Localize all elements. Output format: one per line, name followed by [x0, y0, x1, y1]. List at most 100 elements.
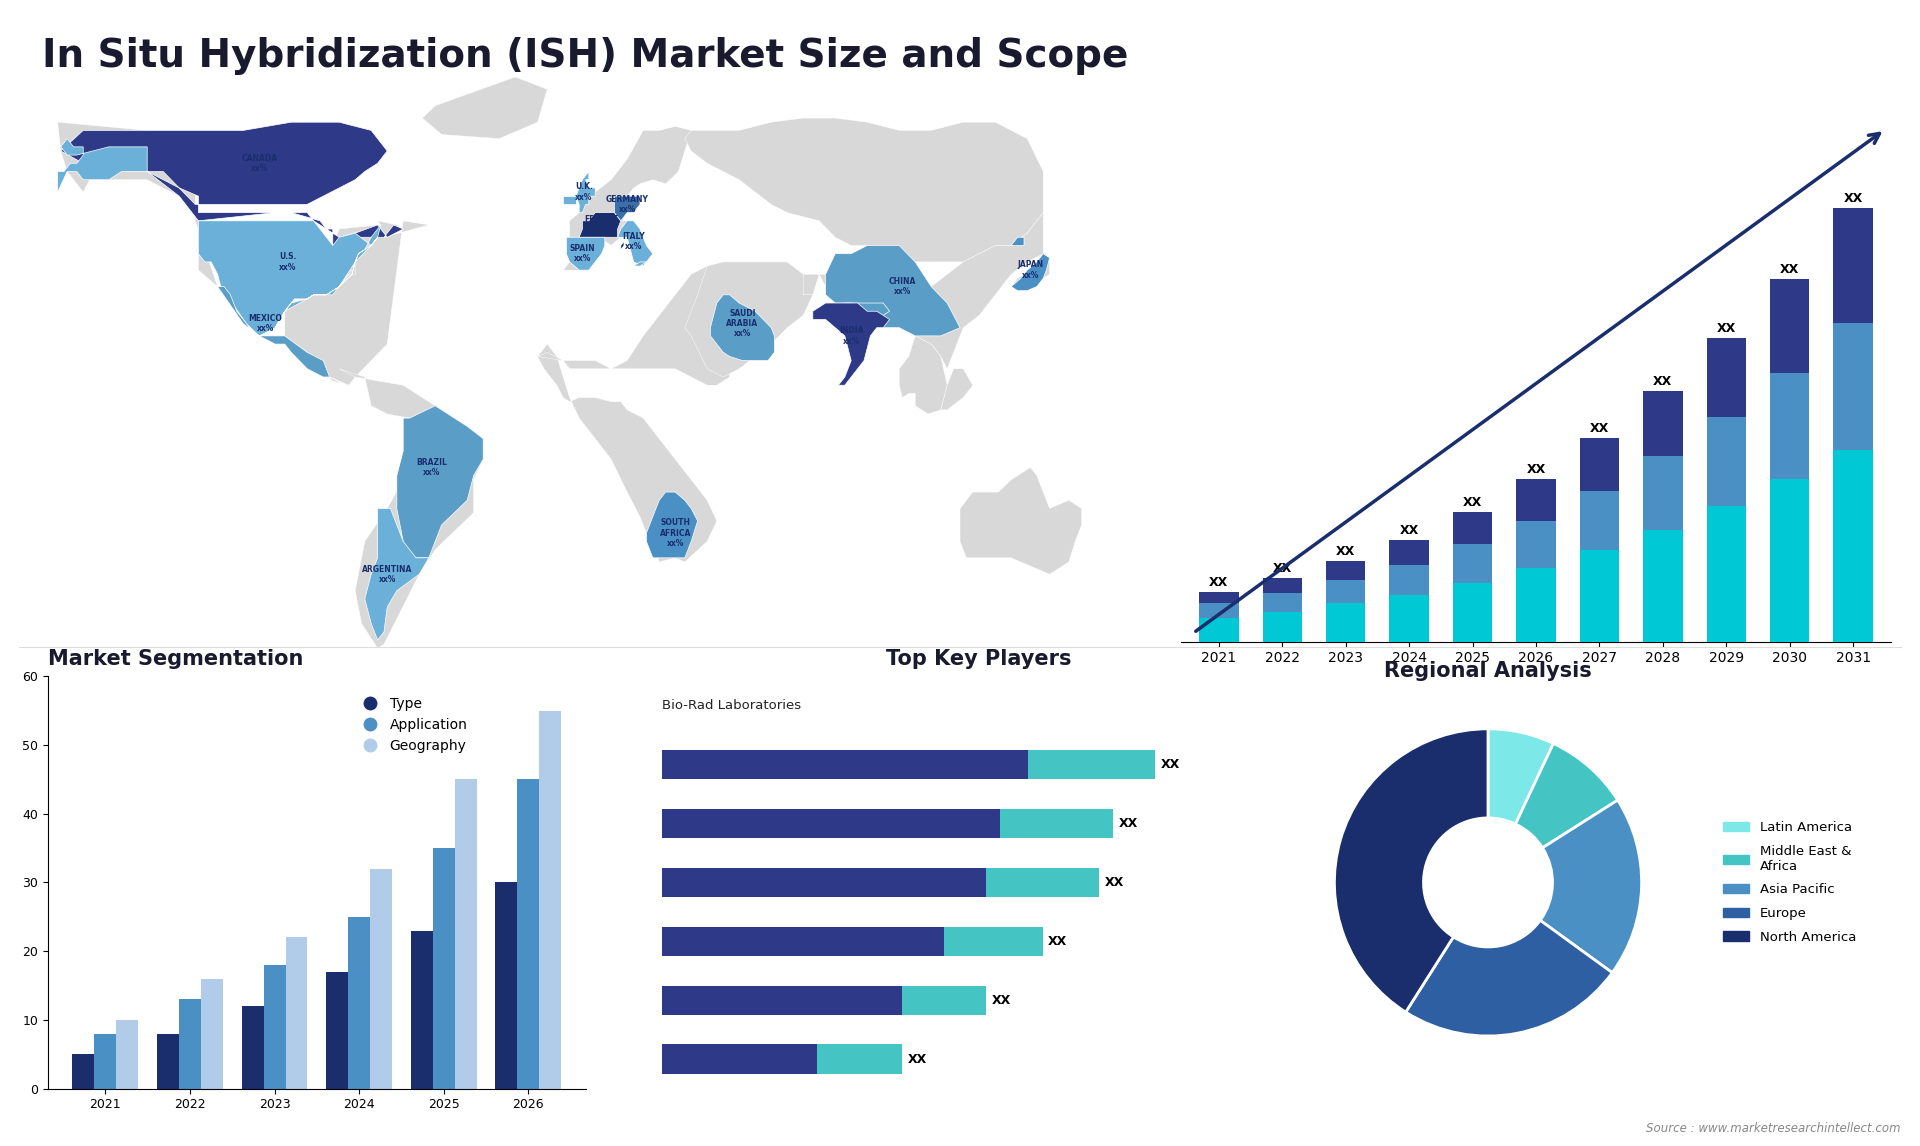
Polygon shape [538, 344, 716, 562]
Bar [1517, 479, 1555, 520]
Bar [1580, 438, 1619, 492]
Bar [516, 779, 540, 1089]
Polygon shape [365, 509, 428, 639]
Bar [1770, 374, 1809, 479]
Text: ITALY
xx%: ITALY xx% [622, 231, 645, 251]
Text: SAUDI
ARABIA
xx%: SAUDI ARABIA xx% [726, 308, 758, 338]
Text: XX: XX [1336, 544, 1356, 558]
Text: Leica BiosystemsNussloch: Leica BiosystemsNussloch [662, 994, 837, 1007]
Polygon shape [576, 172, 595, 213]
Bar [540, 711, 561, 1089]
Text: CANADA
xx%: CANADA xx% [242, 154, 276, 173]
Text: U.K.
xx%: U.K. xx% [576, 182, 593, 202]
Bar [1707, 338, 1745, 417]
Polygon shape [58, 139, 148, 193]
Bar [411, 931, 432, 1089]
Text: CHINA
xx%: CHINA xx% [889, 277, 916, 297]
Polygon shape [618, 221, 653, 266]
Text: SPAIN
xx%: SPAIN xx% [570, 244, 595, 264]
Wedge shape [1405, 920, 1613, 1036]
Bar [1644, 456, 1682, 529]
Text: XX: XX [1104, 876, 1123, 889]
Polygon shape [198, 221, 380, 336]
Bar [1200, 604, 1238, 618]
Bar [432, 848, 455, 1089]
Text: XX: XX [1843, 191, 1862, 205]
Polygon shape [61, 123, 403, 245]
Text: XX: XX [1716, 322, 1736, 335]
Text: Merck KGaA: Merck KGaA [662, 817, 743, 830]
Legend: Type, Application, Geography: Type, Application, Geography [351, 691, 472, 759]
Polygon shape [340, 369, 484, 649]
Bar [818, 1044, 902, 1074]
Bar [662, 868, 987, 897]
Bar [1200, 618, 1238, 642]
Text: Bio-Rad Laboratories: Bio-Rad Laboratories [662, 699, 801, 712]
Text: XX: XX [1119, 817, 1139, 830]
Bar [1580, 550, 1619, 642]
Polygon shape [566, 237, 605, 270]
Text: XX: XX [1780, 262, 1799, 275]
Text: XX: XX [1590, 422, 1609, 435]
Polygon shape [710, 295, 774, 361]
Bar [1644, 529, 1682, 642]
Polygon shape [1012, 237, 1023, 245]
Bar [117, 1020, 138, 1089]
Polygon shape [685, 262, 812, 377]
Bar [662, 927, 945, 956]
Bar [902, 986, 987, 1015]
Text: INDIA
xx%: INDIA xx% [839, 327, 864, 346]
Text: JAPAN
xx%: JAPAN xx% [1018, 260, 1043, 280]
Bar [73, 1054, 94, 1089]
Bar [242, 1006, 263, 1089]
Bar [179, 999, 202, 1089]
Wedge shape [1540, 800, 1642, 973]
Bar [157, 1034, 179, 1089]
Bar [1834, 207, 1872, 323]
Bar [662, 986, 902, 1015]
Polygon shape [899, 336, 947, 414]
Bar [662, 749, 1029, 779]
Wedge shape [1515, 744, 1619, 848]
Polygon shape [1012, 253, 1050, 291]
Text: XX: XX [1400, 524, 1419, 537]
Bar [326, 972, 348, 1089]
Bar [1200, 591, 1238, 604]
Text: XX: XX [1463, 496, 1482, 509]
Text: MEXICO
xx%: MEXICO xx% [250, 314, 282, 333]
Text: BRAZIL
xx%: BRAZIL xx% [417, 457, 447, 477]
Bar [1263, 579, 1302, 592]
Bar [1834, 323, 1872, 450]
Polygon shape [812, 303, 889, 385]
Text: XX: XX [1162, 758, 1181, 771]
Text: XX: XX [1526, 463, 1546, 477]
Bar [348, 917, 371, 1089]
Text: Market Segmentation: Market Segmentation [48, 649, 303, 669]
Text: Thermo Fisher: Thermo Fisher [662, 1053, 756, 1066]
Polygon shape [58, 123, 428, 385]
Text: XX: XX [1653, 375, 1672, 387]
Bar [202, 979, 223, 1089]
Polygon shape [960, 468, 1081, 574]
Polygon shape [563, 196, 576, 204]
Bar [1327, 560, 1365, 580]
Bar [263, 965, 286, 1089]
Polygon shape [397, 406, 484, 558]
Bar [1770, 278, 1809, 374]
Bar [455, 779, 476, 1089]
Bar [1263, 612, 1302, 642]
Bar [1644, 391, 1682, 456]
Title: Regional Analysis: Regional Analysis [1384, 660, 1592, 681]
Bar [1000, 809, 1114, 838]
Polygon shape [422, 77, 547, 139]
Text: XX: XX [1210, 575, 1229, 589]
Polygon shape [941, 369, 973, 410]
Polygon shape [634, 262, 647, 266]
Bar [1453, 544, 1492, 582]
Text: XX: XX [1048, 935, 1068, 948]
Text: In Situ Hybridization (ISH) Market Size and Scope: In Situ Hybridization (ISH) Market Size … [42, 37, 1129, 74]
Bar [286, 937, 307, 1089]
Text: XX: XX [993, 994, 1012, 1007]
Polygon shape [845, 303, 889, 320]
Text: XX: XX [908, 1053, 927, 1066]
